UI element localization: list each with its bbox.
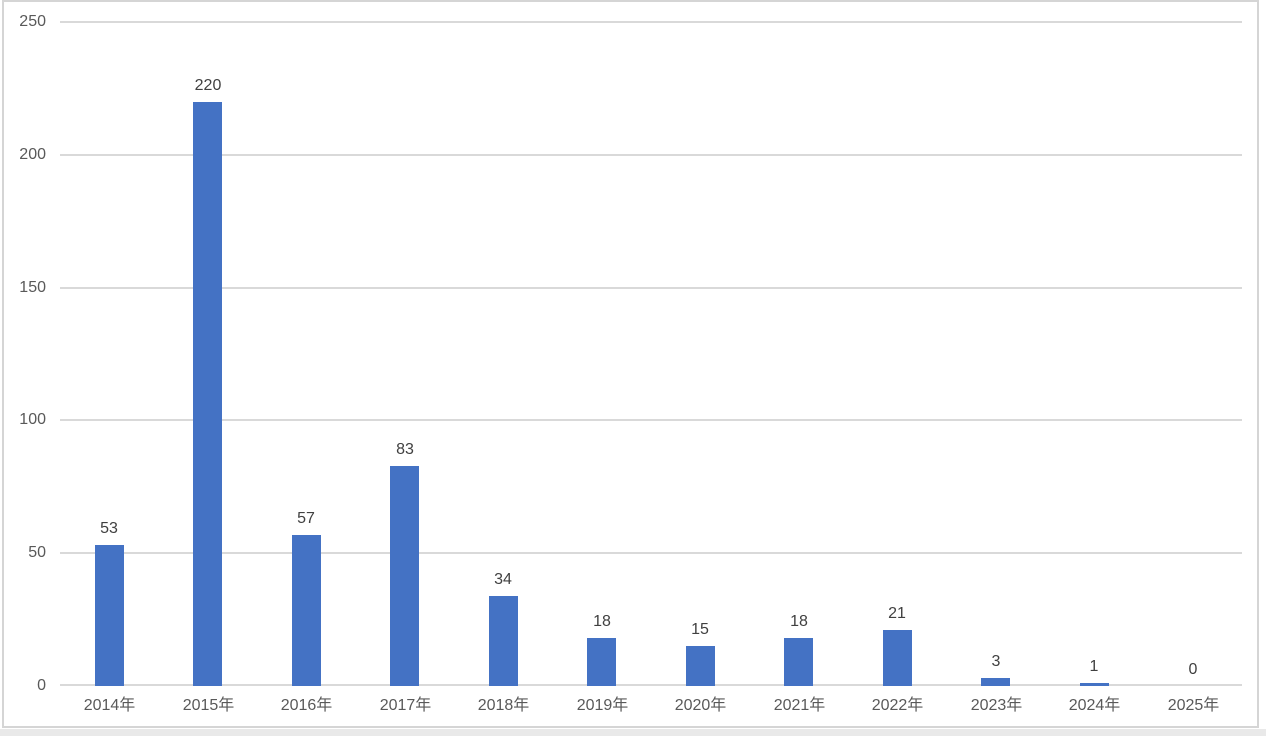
gridline	[60, 419, 1242, 421]
x-axis-tick-label: 2019年	[576, 697, 629, 714]
x-axis-tick-label: 2014年	[83, 697, 136, 714]
data-label: 18	[593, 613, 611, 630]
data-label: 21	[888, 605, 906, 622]
x-axis-tick-label: 2017年	[379, 697, 432, 714]
y-axis-tick-label: 150	[19, 279, 46, 296]
gridline	[60, 154, 1242, 156]
x-axis-tick-label: 2016年	[280, 697, 333, 714]
bar-2019	[587, 638, 616, 686]
x-axis-tick-labels: 2014年 2015年 2016年 2017年 2018年 2019年 2020年 2021年…	[60, 695, 1242, 719]
x-axis-tick-label: 2015年	[182, 697, 235, 714]
x-axis-tick-label: 2020年	[674, 697, 727, 714]
bar-2023	[981, 678, 1010, 686]
bar-2014	[95, 545, 124, 686]
data-label: 18	[790, 613, 808, 630]
data-label: 3	[991, 653, 1001, 670]
y-axis-tick-label: 200	[19, 146, 46, 163]
y-axis-tick-label: 100	[19, 411, 46, 428]
bar-2022	[883, 630, 912, 686]
data-label: 57	[297, 510, 315, 527]
x-axis-line	[60, 684, 1242, 686]
x-axis-tick-label: 2025年	[1167, 697, 1220, 714]
bar-2024	[1080, 683, 1109, 686]
data-label: 34	[494, 571, 512, 588]
y-axis-tick-label: 250	[19, 13, 46, 30]
page-edge-strip	[0, 729, 1266, 736]
x-axis-tick-label: 2023年	[970, 697, 1023, 714]
data-label: 1	[1089, 658, 1099, 675]
y-axis-tick-label: 0	[37, 677, 46, 694]
gridline	[60, 552, 1242, 554]
data-label: 53	[100, 520, 118, 537]
data-label: 15	[691, 621, 709, 638]
x-axis-tick-label: 2022年	[871, 697, 924, 714]
x-axis-tick-label: 2018年	[477, 697, 530, 714]
bar-2018	[489, 596, 518, 686]
data-label: 83	[396, 441, 414, 458]
x-axis-tick-label: 2024年	[1068, 697, 1121, 714]
bar-2017	[390, 466, 419, 686]
gridline	[60, 287, 1242, 289]
bar-2015	[193, 102, 222, 686]
y-axis-tick-labels: 0 50 100 150 200 250	[4, 13, 46, 694]
plot-area: 53 220 57 83 34 18 15 18 21 3 1 0	[60, 21, 1242, 686]
y-axis-tick-label: 50	[28, 544, 46, 561]
bar-2016	[292, 535, 321, 686]
x-axis-tick-label: 2021年	[773, 697, 826, 714]
data-label: 220	[194, 77, 222, 94]
bar-2021	[784, 638, 813, 686]
gridline	[60, 21, 1242, 23]
data-label: 0	[1188, 661, 1198, 678]
bar-2020	[686, 646, 715, 686]
